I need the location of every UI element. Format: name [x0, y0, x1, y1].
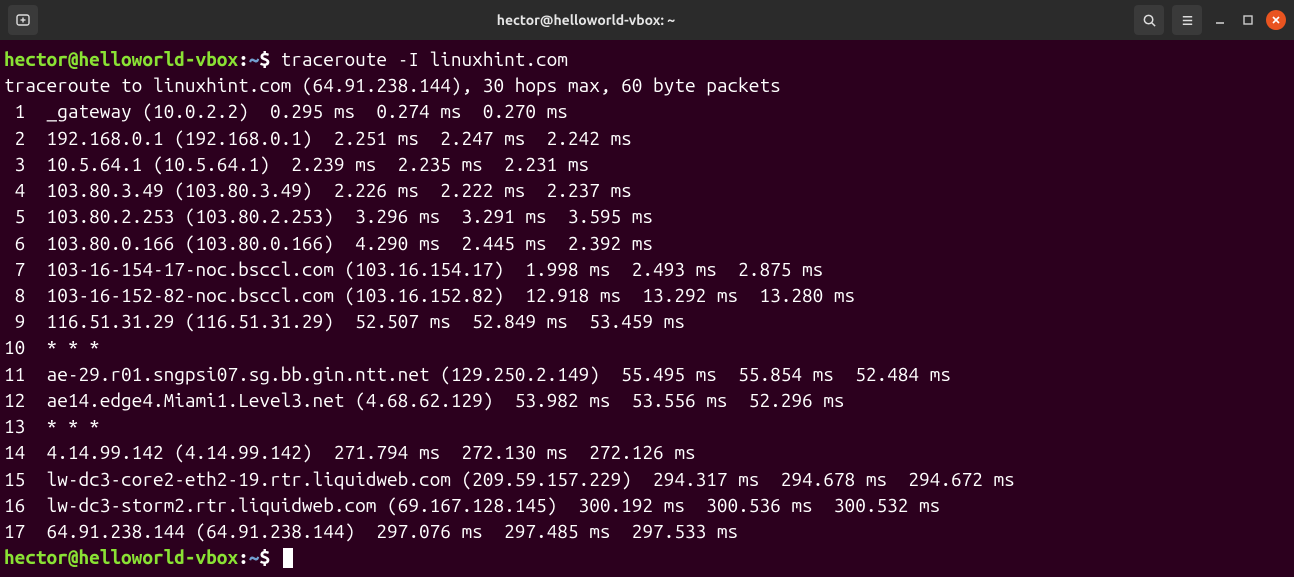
hamburger-icon [1180, 13, 1195, 28]
hop-row: 5 103.80.2.253 (103.80.2.253) 3.296 ms 3… [4, 203, 1290, 229]
close-button[interactable] [1266, 10, 1286, 30]
prompt-suffix: $ [259, 48, 270, 70]
minimize-button[interactable] [1210, 10, 1230, 30]
minimize-icon [1214, 14, 1226, 26]
menu-button[interactable] [1172, 5, 1202, 35]
prompt-user-host: hector@helloworld-vbox [4, 546, 238, 568]
hop-row: 1 _gateway (10.0.2.2) 0.295 ms 0.274 ms … [4, 98, 1290, 124]
new-tab-icon [15, 12, 31, 28]
hop-row: 3 10.5.64.1 (10.5.64.1) 2.239 ms 2.235 m… [4, 151, 1290, 177]
search-icon [1142, 13, 1157, 28]
titlebar: hector@helloworld-vbox: ~ [0, 0, 1294, 40]
hop-row: 7 103-16-154-17-noc.bsccl.com (103.16.15… [4, 256, 1290, 282]
traceroute-header: traceroute to linuxhint.com (64.91.238.1… [4, 72, 1290, 98]
hop-row: 13 * * * [4, 413, 1290, 439]
prompt-path: ~ [249, 546, 260, 568]
hop-row: 15 lw-dc3-core2-eth2-19.rtr.liquidweb.co… [4, 466, 1290, 492]
hop-row: 6 103.80.0.166 (103.80.0.166) 4.290 ms 2… [4, 230, 1290, 256]
search-button[interactable] [1134, 5, 1164, 35]
hop-row: 11 ae-29.r01.sngpsi07.sg.bb.gin.ntt.net … [4, 361, 1290, 387]
command-text: traceroute -I linuxhint.com [281, 48, 568, 70]
prompt-line-2: hector@helloworld-vbox:~$ [4, 544, 1290, 570]
titlebar-right [1134, 5, 1286, 35]
maximize-button[interactable] [1238, 10, 1258, 30]
hop-row: 2 192.168.0.1 (192.168.0.1) 2.251 ms 2.2… [4, 125, 1290, 151]
hop-row: 8 103-16-152-82-noc.bsccl.com (103.16.15… [4, 282, 1290, 308]
titlebar-left [8, 5, 38, 35]
hop-row: 9 116.51.31.29 (116.51.31.29) 52.507 ms … [4, 308, 1290, 334]
prompt-user-host: hector@helloworld-vbox [4, 48, 238, 70]
cursor [283, 548, 293, 568]
close-icon [1271, 15, 1281, 25]
terminal-body[interactable]: hector@helloworld-vbox:~$ traceroute -I … [0, 40, 1294, 570]
hop-row: 4 103.80.3.49 (103.80.3.49) 2.226 ms 2.2… [4, 177, 1290, 203]
window-title: hector@helloworld-vbox: ~ [38, 12, 1134, 28]
hop-row: 14 4.14.99.142 (4.14.99.142) 271.794 ms … [4, 439, 1290, 465]
prompt-separator: : [238, 48, 249, 70]
prompt-line-1: hector@helloworld-vbox:~$ traceroute -I … [4, 46, 1290, 72]
hop-row: 10 * * * [4, 334, 1290, 360]
prompt-suffix: $ [259, 546, 270, 568]
hop-row: 12 ae14.edge4.Miami1.Level3.net (4.68.62… [4, 387, 1290, 413]
prompt-path: ~ [249, 48, 260, 70]
hop-row: 17 64.91.238.144 (64.91.238.144) 297.076… [4, 518, 1290, 544]
prompt-separator: : [238, 546, 249, 568]
maximize-icon [1242, 14, 1254, 26]
hop-row: 16 lw-dc3-storm2.rtr.liquidweb.com (69.1… [4, 492, 1290, 518]
new-tab-button[interactable] [8, 5, 38, 35]
